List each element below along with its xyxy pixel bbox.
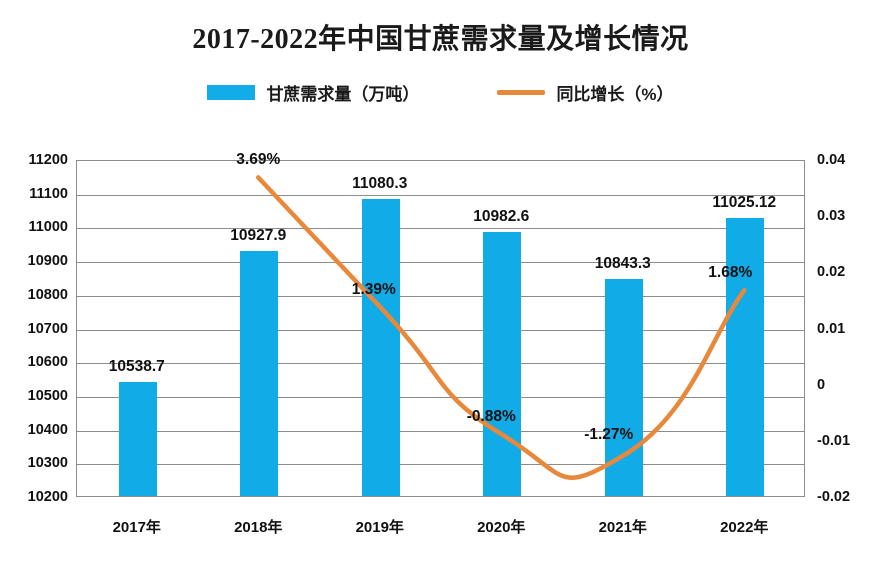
growth-value-label: -1.27% <box>584 425 634 443</box>
y-axis-left-tick: 10200 <box>27 489 68 505</box>
gridline <box>77 430 804 432</box>
growth-value-label: 1.39% <box>351 280 396 298</box>
x-axis-tick: 2020年 <box>477 519 526 536</box>
x-axis-tick: 2019年 <box>355 519 404 536</box>
y-axis-left-tick: 11200 <box>28 152 68 168</box>
x-axis-tick: 2017年 <box>112 519 161 536</box>
bar-value-label: 10538.7 <box>108 357 165 375</box>
gridline <box>77 194 804 196</box>
bar-value-label: 10843.3 <box>594 255 651 273</box>
y-axis-left-tick: 10300 <box>27 455 68 472</box>
y-axis-left-tick: 11100 <box>29 185 68 202</box>
legend-label-demand: 甘蔗需求量（万吨） <box>266 85 420 104</box>
x-axis-tick: 2018年 <box>234 519 283 536</box>
y-axis-right-tick: -0.01 <box>817 432 851 449</box>
y-axis-left-tick: 10600 <box>27 354 68 371</box>
bar-swatch-icon <box>207 85 256 100</box>
growth-value-label: 1.68% <box>708 264 753 282</box>
x-axis-tick: 2022年 <box>720 519 769 536</box>
y-axis-left-tick: 11000 <box>28 219 68 236</box>
bar-value-label: 10927.9 <box>230 226 287 244</box>
gridline <box>77 262 804 264</box>
gridline <box>77 329 804 331</box>
gridline <box>77 464 804 466</box>
gridline <box>77 295 804 297</box>
y-axis-right-tick: 0.01 <box>817 320 846 337</box>
bar-2022年[interactable] <box>726 217 765 496</box>
y-axis-right-tick: 0.04 <box>817 152 846 168</box>
y-axis-left-tick: 10500 <box>27 387 68 404</box>
bar-value-label: 11025.12 <box>712 193 777 211</box>
plot-area <box>76 160 805 497</box>
bar-2021年[interactable] <box>604 279 643 496</box>
y-axis-left-tick: 10400 <box>27 421 68 438</box>
gridline <box>77 396 804 398</box>
y-axis-left-tick: 10700 <box>27 320 68 337</box>
chart-title: 2017-2022年中国甘蔗需求量及增长情况 <box>192 24 689 55</box>
y-axis-left-tick: 10900 <box>27 253 68 270</box>
legend-item-demand[interactable]: 甘蔗需求量（万吨） <box>207 80 419 105</box>
gridline <box>77 228 804 230</box>
bar-2019年[interactable] <box>361 199 400 496</box>
bar-value-label: 11080.3 <box>352 175 408 193</box>
y-axis-right-tick: -0.02 <box>817 489 851 505</box>
growth-value-label: 3.69% <box>236 151 281 169</box>
legend-label-growth: 同比增长（%） <box>556 85 674 104</box>
chart-legend: 甘蔗需求量（万吨） 同比增长（%） <box>0 80 881 105</box>
line-swatch-icon <box>497 90 546 95</box>
gridline <box>77 363 804 365</box>
y-axis-right-tick: 0.03 <box>817 208 846 225</box>
growth-value-label: -0.88% <box>466 408 516 426</box>
bar-2017年[interactable] <box>118 381 157 496</box>
x-axis-tick: 2021年 <box>598 519 647 536</box>
y-axis-right-tick: 0 <box>817 376 826 393</box>
legend-item-growth[interactable]: 同比增长（%） <box>497 80 674 105</box>
y-axis-right-tick: 0.02 <box>817 264 846 281</box>
bar-value-label: 10982.6 <box>473 208 530 226</box>
y-axis-left-tick: 10800 <box>27 286 68 303</box>
bar-2018年[interactable] <box>240 250 279 496</box>
bar-2020年[interactable] <box>483 232 522 496</box>
